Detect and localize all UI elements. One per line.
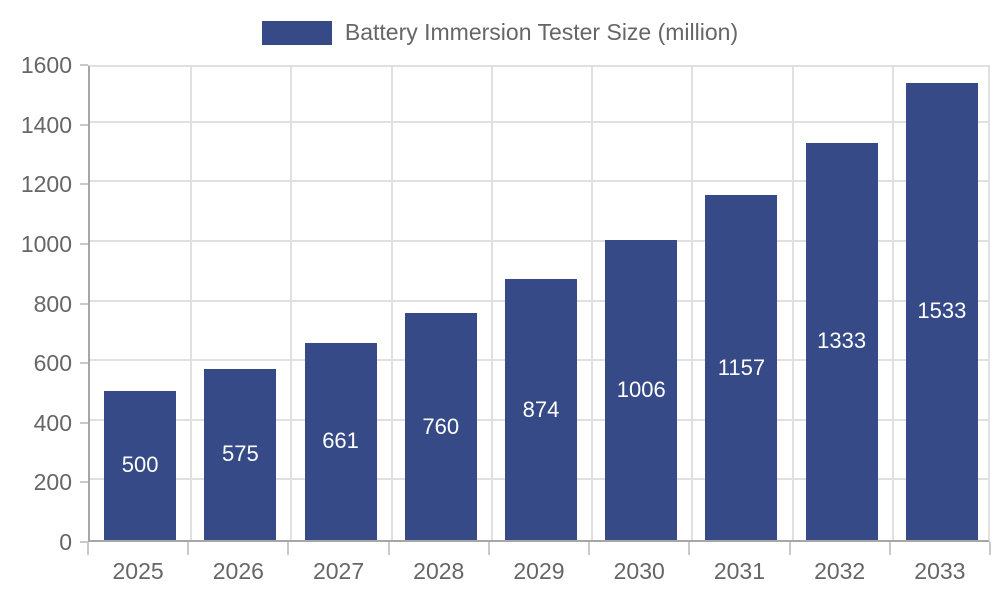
x-tick-label: 2028 xyxy=(413,558,465,584)
gridline-horizontal xyxy=(90,180,988,183)
y-tick-label: 600 xyxy=(33,350,72,377)
bar-2027: 661 xyxy=(304,342,377,540)
bar-2029: 874 xyxy=(505,279,577,540)
bar-value-label: 874 xyxy=(522,396,560,422)
bar-value-label: 500 xyxy=(121,452,159,478)
gridline-vertical xyxy=(490,67,493,540)
bar-value-label: 1533 xyxy=(917,298,967,324)
x-tick-mark xyxy=(287,542,290,555)
x-tick-mark xyxy=(387,542,390,555)
bar-value-label: 1333 xyxy=(817,328,867,354)
legend-label: Battery Immersion Tester Size (million) xyxy=(344,19,739,45)
x-tick-mark xyxy=(989,542,991,555)
x-tick-label: 2025 xyxy=(112,558,164,584)
plot-area: 500 575 661 760 874 1006 1157 1333 1533 xyxy=(88,65,990,542)
y-tick-mark xyxy=(80,421,88,424)
x-tick-mark xyxy=(588,542,591,555)
y-tick-label: 200 xyxy=(33,469,72,496)
gridline-vertical xyxy=(891,67,894,540)
bar-2030: 1006 xyxy=(605,240,678,540)
y-tick-label: 1600 xyxy=(20,52,72,78)
bar-2025: 500 xyxy=(104,390,177,540)
x-tick-mark xyxy=(87,542,89,555)
gridline-vertical xyxy=(190,67,193,540)
bar-2031: 1157 xyxy=(705,195,778,540)
y-tick-mark xyxy=(80,362,88,365)
y-tick-label: 1200 xyxy=(20,171,72,198)
bar-2026: 575 xyxy=(204,368,277,540)
bar-value-label: 1006 xyxy=(616,377,666,403)
legend-swatch xyxy=(261,20,332,45)
gridline-horizontal xyxy=(90,239,988,242)
legend[interactable]: Battery Immersion Tester Size (million) xyxy=(0,19,1000,46)
bar-value-label: 661 xyxy=(322,428,359,454)
x-tick-label: 2027 xyxy=(312,558,365,584)
x-tick-mark xyxy=(487,542,490,555)
y-tick-mark xyxy=(80,123,88,126)
x-tick-label: 2032 xyxy=(814,558,866,584)
y-tick-label: 800 xyxy=(33,290,72,317)
gridline-vertical xyxy=(591,67,594,540)
x-tick-label: 2033 xyxy=(914,558,966,584)
gridline-vertical xyxy=(290,67,293,540)
y-tick-mark xyxy=(80,242,88,245)
y-tick-mark xyxy=(80,183,88,186)
y-tick-mark xyxy=(80,481,88,484)
x-tick-label: 2026 xyxy=(212,558,264,584)
bar-value-label: 1157 xyxy=(717,354,766,380)
x-tick-mark xyxy=(688,542,691,555)
x-tick-mark xyxy=(788,542,791,555)
gridline-vertical xyxy=(691,67,694,540)
x-tick-label: 2029 xyxy=(513,558,565,584)
y-tick-label: 0 xyxy=(59,529,72,555)
y-tick-label: 1000 xyxy=(20,230,72,257)
bar-2032: 1333 xyxy=(805,142,878,540)
x-tick-mark xyxy=(888,542,891,555)
y-tick-label: 400 xyxy=(33,409,72,436)
gridline-vertical xyxy=(791,67,794,540)
bar-value-label: 760 xyxy=(422,413,460,439)
gridline-vertical xyxy=(390,67,393,540)
gridline-horizontal xyxy=(90,120,988,123)
y-tick-mark xyxy=(80,541,88,543)
x-tick-mark xyxy=(187,542,190,555)
bar-value-label: 575 xyxy=(221,441,259,467)
y-tick-label: 1400 xyxy=(20,111,72,138)
x-tick-label: 2030 xyxy=(613,558,665,584)
y-tick-mark xyxy=(80,64,88,66)
x-tick-label: 2031 xyxy=(713,558,766,584)
y-tick-mark xyxy=(80,302,88,305)
bar-2028: 760 xyxy=(404,313,477,540)
bar-2033: 1533 xyxy=(905,82,978,540)
